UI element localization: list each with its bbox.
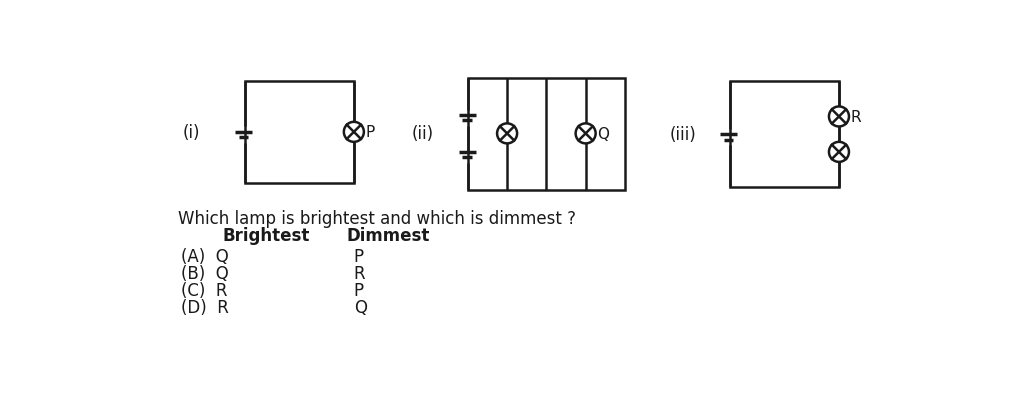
Circle shape: [344, 123, 364, 142]
Circle shape: [829, 142, 849, 162]
Text: (i): (i): [183, 123, 201, 142]
Text: P: P: [366, 125, 375, 140]
Text: P: P: [354, 248, 364, 266]
Text: (D)  R: (D) R: [180, 299, 228, 316]
Text: P: P: [354, 282, 364, 299]
Text: Q: Q: [354, 299, 367, 316]
Text: Dimmest: Dimmest: [346, 226, 429, 244]
Text: (ii): (ii): [412, 125, 434, 143]
Text: R: R: [354, 265, 366, 282]
Text: R: R: [851, 110, 861, 125]
Text: Brightest: Brightest: [223, 226, 310, 244]
Text: Which lamp is brightest and which is dimmest ?: Which lamp is brightest and which is dim…: [178, 209, 577, 227]
Text: (C)  R: (C) R: [180, 282, 227, 299]
Bar: [468, 79, 625, 190]
Circle shape: [829, 107, 849, 127]
Circle shape: [497, 124, 517, 144]
Bar: [730, 82, 839, 188]
Bar: [245, 82, 354, 184]
Circle shape: [575, 124, 596, 144]
Text: Q: Q: [597, 126, 609, 142]
Text: (A)  Q: (A) Q: [180, 248, 228, 266]
Text: (B)  Q: (B) Q: [180, 265, 228, 282]
Text: (iii): (iii): [670, 126, 696, 144]
